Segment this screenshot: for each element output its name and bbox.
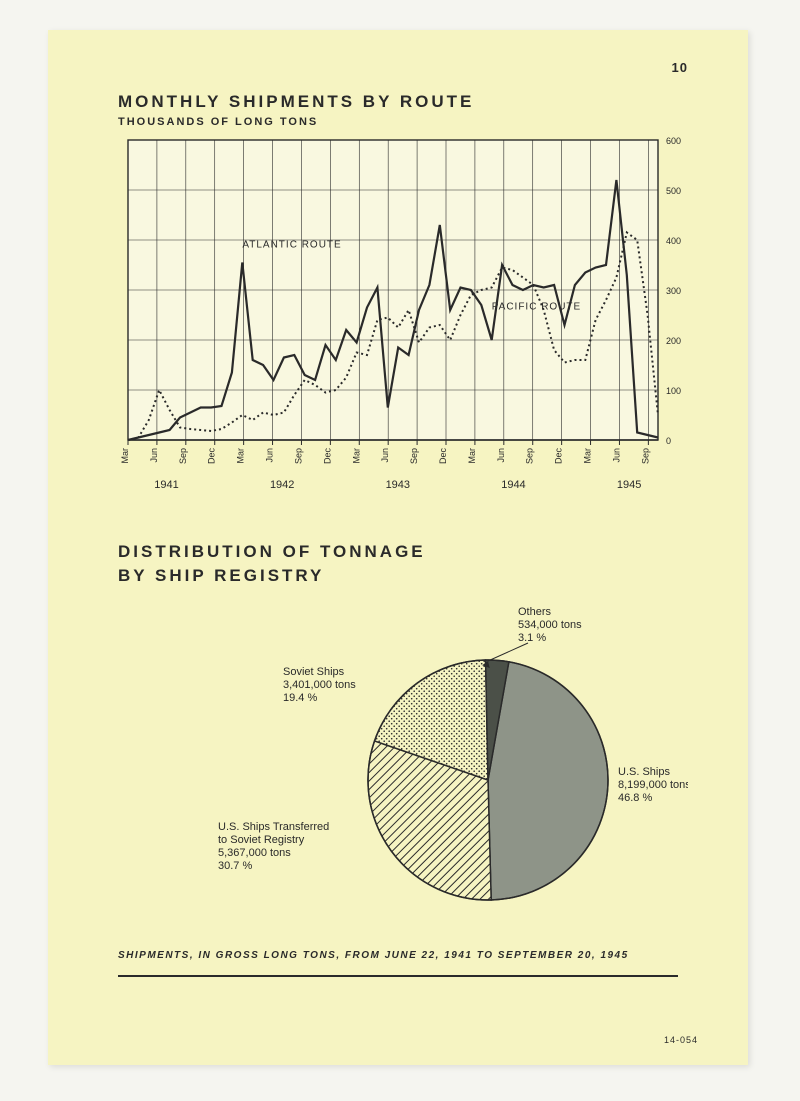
svg-text:Jun: Jun — [611, 448, 621, 463]
page: 10 MONTHLY SHIPMENTS BY ROUTE THOUSANDS … — [0, 0, 800, 1101]
svg-text:Jun: Jun — [149, 448, 159, 463]
svg-text:PACIFIC ROUTE: PACIFIC ROUTE — [492, 302, 581, 313]
svg-text:534,000 tons: 534,000 tons — [518, 619, 582, 631]
svg-text:Jun: Jun — [265, 448, 275, 463]
svg-text:19.4 %: 19.4 % — [283, 692, 317, 704]
svg-text:Sep: Sep — [293, 448, 303, 464]
svg-text:Sep: Sep — [640, 448, 650, 464]
svg-text:1943: 1943 — [386, 479, 410, 491]
svg-text:8,199,000 tons: 8,199,000 tons — [618, 779, 688, 791]
svg-text:ATLANTIC ROUTE: ATLANTIC ROUTE — [242, 240, 341, 251]
svg-text:Mar: Mar — [236, 448, 246, 464]
svg-text:1942: 1942 — [270, 479, 294, 491]
svg-text:Sep: Sep — [525, 448, 535, 464]
footnote: SHIPMENTS, IN GROSS LONG TONS, FROM JUNE… — [118, 950, 629, 961]
svg-text:U.S. Ships Transferred: U.S. Ships Transferred — [218, 821, 329, 833]
document-reference: 14-054 — [664, 1035, 698, 1045]
svg-text:Soviet Ships: Soviet Ships — [283, 666, 345, 678]
svg-text:46.8 %: 46.8 % — [618, 792, 652, 804]
svg-text:Jun: Jun — [380, 448, 390, 463]
svg-text:200: 200 — [666, 336, 681, 346]
svg-text:1944: 1944 — [501, 479, 525, 491]
svg-text:Mar: Mar — [351, 448, 361, 464]
line-chart-title: MONTHLY SHIPMENTS BY ROUTE — [118, 92, 474, 112]
svg-text:Mar: Mar — [120, 448, 130, 464]
svg-text:Dec: Dec — [207, 448, 217, 465]
line-chart: 0 100 200 300 400 500 600 Mar Jun Sep Dec 1941 Mar Ju… — [118, 130, 698, 500]
svg-text:0: 0 — [666, 436, 671, 446]
svg-text:5,367,000 tons: 5,367,000 tons — [218, 847, 291, 859]
svg-text:Dec: Dec — [322, 448, 332, 465]
svg-text:100: 100 — [666, 386, 681, 396]
svg-text:500: 500 — [666, 186, 681, 196]
horizontal-rule — [118, 975, 678, 977]
svg-text:Dec: Dec — [554, 448, 564, 465]
svg-text:Mar: Mar — [467, 448, 477, 464]
svg-text:400: 400 — [666, 236, 681, 246]
pie-title-line1: DISTRIBUTION OF TONNAGE — [118, 542, 426, 561]
svg-text:to Soviet Registry: to Soviet Registry — [218, 834, 305, 846]
svg-text:U.S. Ships: U.S. Ships — [618, 766, 670, 778]
svg-text:Sep: Sep — [178, 448, 188, 464]
svg-text:1941: 1941 — [154, 479, 178, 491]
line-chart-subtitle: THOUSANDS OF LONG TONS — [118, 116, 318, 128]
page-number: 10 — [672, 60, 688, 75]
svg-text:1945: 1945 — [617, 479, 641, 491]
svg-text:600: 600 — [666, 136, 681, 146]
svg-text:300: 300 — [666, 286, 681, 296]
svg-text:Jun: Jun — [496, 448, 506, 463]
svg-text:30.7 %: 30.7 % — [218, 860, 252, 872]
pie-title-line2: BY SHIP REGISTRY — [118, 566, 324, 585]
svg-text:Dec: Dec — [438, 448, 448, 465]
svg-text:Others: Others — [518, 606, 552, 618]
svg-text:3.1 %: 3.1 % — [518, 632, 546, 644]
svg-text:Mar: Mar — [583, 448, 593, 464]
paper-background: 10 MONTHLY SHIPMENTS BY ROUTE THOUSANDS … — [48, 30, 748, 1065]
pie-chart: U.S. Ships8,199,000 tons46.8 % U.S. Ships… — [188, 605, 688, 945]
svg-text:3,401,000 tons: 3,401,000 tons — [283, 679, 356, 691]
pie-chart-title: DISTRIBUTION OF TONNAGE BY SHIP REGISTRY — [118, 540, 426, 588]
svg-text:Sep: Sep — [409, 448, 419, 464]
